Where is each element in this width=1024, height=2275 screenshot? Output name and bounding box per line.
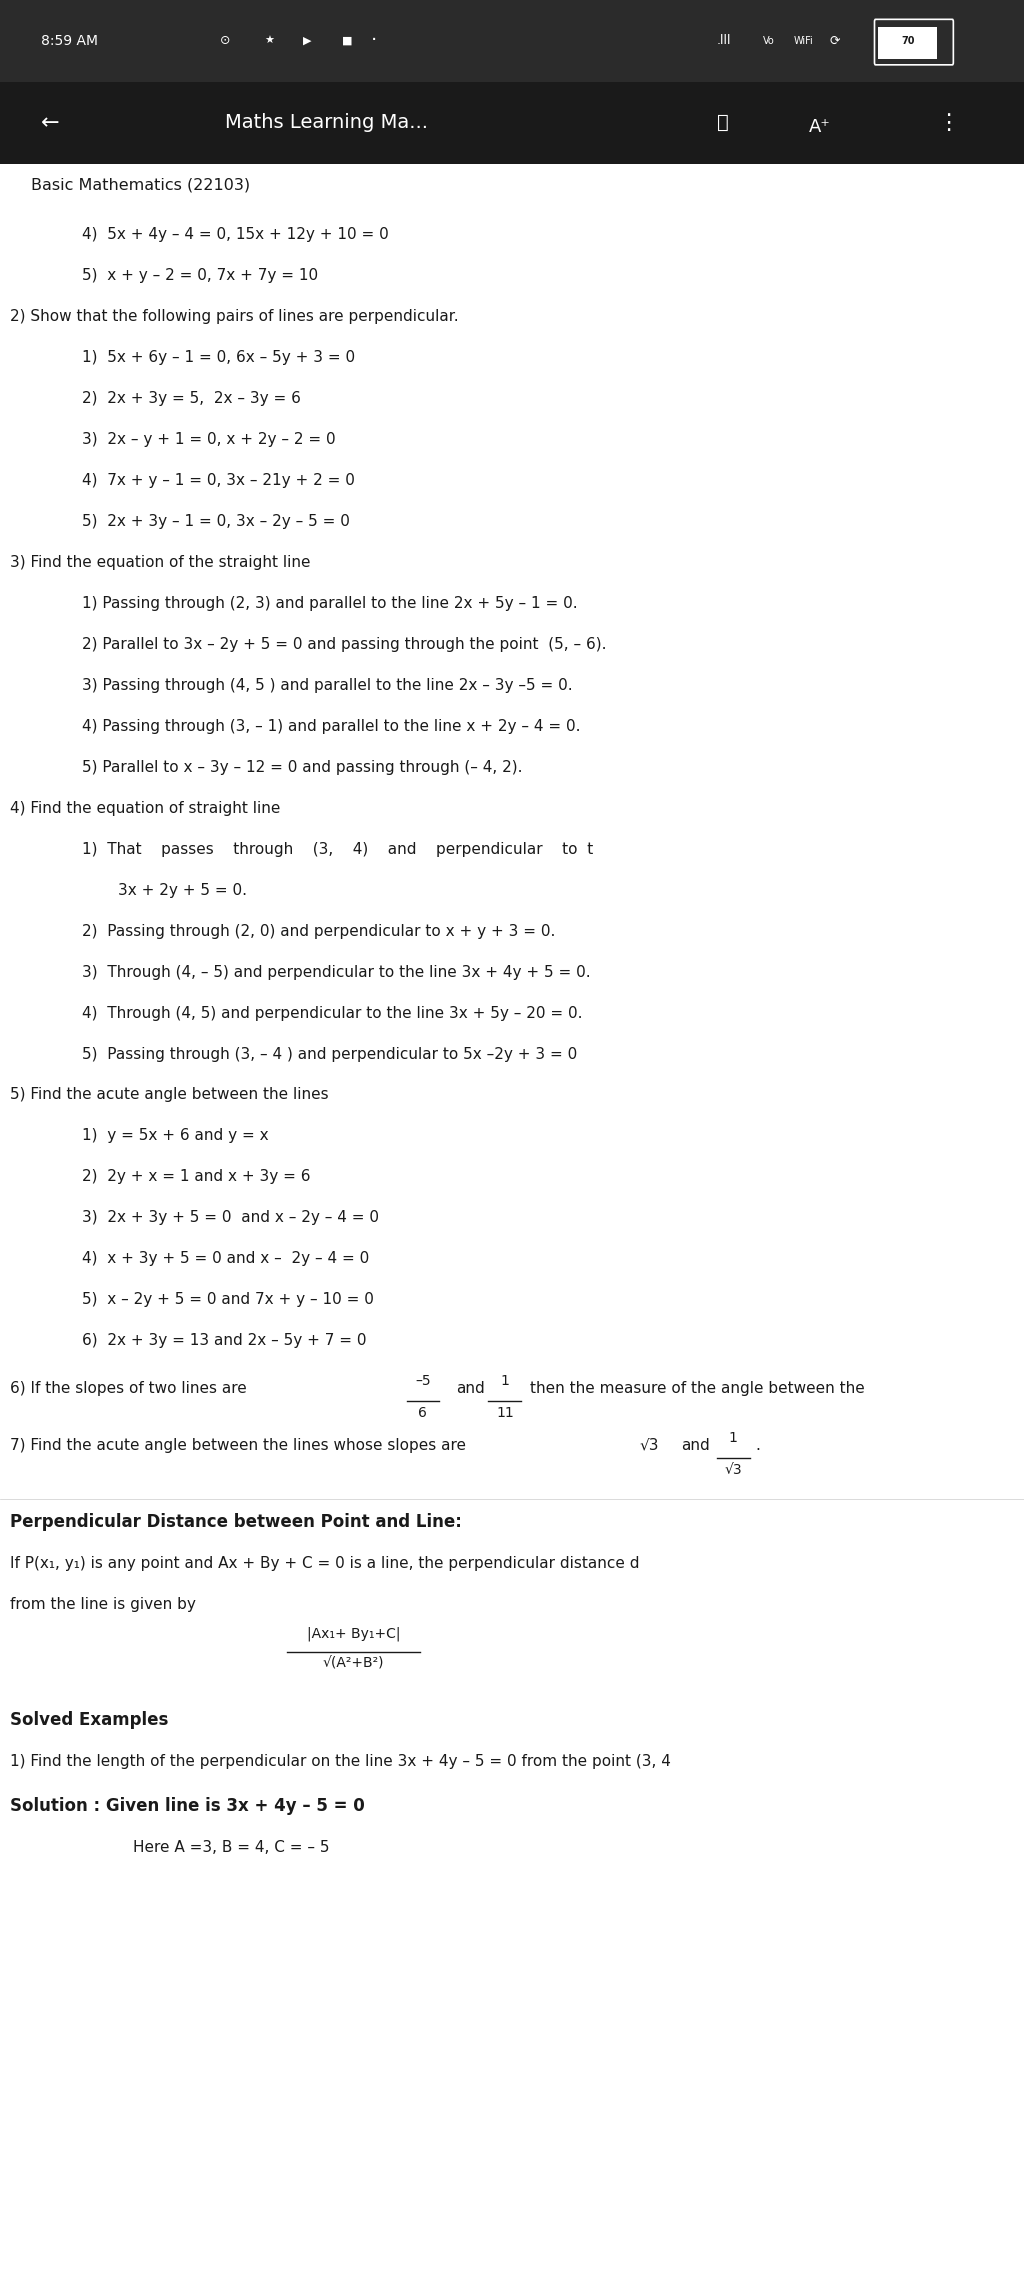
Text: ←: ← — [41, 114, 59, 132]
Text: √(A²+B²): √(A²+B²) — [323, 1656, 384, 1670]
Text: 11: 11 — [496, 1406, 514, 1420]
Text: WiFi: WiFi — [794, 36, 813, 46]
Text: √3: √3 — [640, 1438, 659, 1454]
Text: 4) Passing through (3, – 1) and parallel to the line x + 2y – 4 = 0.: 4) Passing through (3, – 1) and parallel… — [82, 719, 581, 735]
Text: 4)  Through (4, 5) and perpendicular to the line 3x + 5y – 20 = 0.: 4) Through (4, 5) and perpendicular to t… — [82, 1006, 583, 1021]
Text: 3) Find the equation of the straight line: 3) Find the equation of the straight lin… — [10, 555, 310, 571]
Text: .lll: .lll — [717, 34, 731, 48]
Text: 6) If the slopes of two lines are: 6) If the slopes of two lines are — [10, 1381, 247, 1397]
Text: 6: 6 — [419, 1406, 427, 1420]
Text: 1)  y = 5x + 6 and y = x: 1) y = 5x + 6 and y = x — [82, 1128, 268, 1144]
Text: 8:59 AM: 8:59 AM — [41, 34, 98, 48]
Text: .: . — [756, 1438, 761, 1454]
Text: 4)  5x + 4y – 4 = 0, 15x + 12y + 10 = 0: 4) 5x + 4y – 4 = 0, 15x + 12y + 10 = 0 — [82, 228, 389, 243]
Text: then the measure of the angle between the: then the measure of the angle between th… — [530, 1381, 865, 1397]
Text: and: and — [456, 1381, 484, 1397]
Text: 1) Find the length of the perpendicular on the line 3x + 4y – 5 = 0 from the poi: 1) Find the length of the perpendicular … — [10, 1754, 671, 1770]
Text: 5) Parallel to x – 3y – 12 = 0 and passing through (– 4, 2).: 5) Parallel to x – 3y – 12 = 0 and passi… — [82, 760, 522, 776]
Text: 1: 1 — [501, 1374, 509, 1388]
Text: A⁺: A⁺ — [809, 118, 830, 136]
Text: and: and — [681, 1438, 710, 1454]
Text: ▶: ▶ — [303, 36, 311, 46]
Text: 2)  Passing through (2, 0) and perpendicular to x + y + 3 = 0.: 2) Passing through (2, 0) and perpendicu… — [82, 924, 555, 940]
Bar — [0, 82, 1024, 164]
Text: 1) Passing through (2, 3) and parallel to the line 2x + 5y – 1 = 0.: 1) Passing through (2, 3) and parallel t… — [82, 596, 578, 612]
Text: Basic Mathematics (22103): Basic Mathematics (22103) — [31, 177, 250, 193]
Text: Solved Examples: Solved Examples — [10, 1711, 169, 1729]
Text: –5: –5 — [415, 1374, 431, 1388]
Text: 5)  x – 2y + 5 = 0 and 7x + y – 10 = 0: 5) x – 2y + 5 = 0 and 7x + y – 10 = 0 — [82, 1292, 374, 1308]
Text: 2) Parallel to 3x – 2y + 5 = 0 and passing through the point  (5, – 6).: 2) Parallel to 3x – 2y + 5 = 0 and passi… — [82, 637, 606, 653]
Text: 2)  2y + x = 1 and x + 3y = 6: 2) 2y + x = 1 and x + 3y = 6 — [82, 1169, 310, 1185]
Text: 7) Find the acute angle between the lines whose slopes are: 7) Find the acute angle between the line… — [10, 1438, 466, 1454]
Text: ⊙: ⊙ — [220, 34, 230, 48]
Text: 3)  2x – y + 1 = 0, x + 2y – 2 = 0: 3) 2x – y + 1 = 0, x + 2y – 2 = 0 — [82, 432, 336, 448]
Text: 2)  2x + 3y = 5,  2x – 3y = 6: 2) 2x + 3y = 5, 2x – 3y = 6 — [82, 391, 301, 407]
Text: If P(x₁, y₁) is any point and Ax + By + C = 0 is a line, the perpendicular dista: If P(x₁, y₁) is any point and Ax + By + … — [10, 1556, 640, 1572]
Text: |Ax₁+ By₁+C|: |Ax₁+ By₁+C| — [306, 1627, 400, 1640]
Text: 4)  x + 3y + 5 = 0 and x –  2y – 4 = 0: 4) x + 3y + 5 = 0 and x – 2y – 4 = 0 — [82, 1251, 370, 1267]
Text: 2) Show that the following pairs of lines are perpendicular.: 2) Show that the following pairs of line… — [10, 309, 459, 325]
Text: ★: ★ — [264, 36, 274, 46]
Text: 5)  x + y – 2 = 0, 7x + 7y = 10: 5) x + y – 2 = 0, 7x + 7y = 10 — [82, 268, 318, 284]
Text: Perpendicular Distance between Point and Line:: Perpendicular Distance between Point and… — [10, 1513, 462, 1531]
Text: ·: · — [371, 32, 377, 50]
Text: ⋮: ⋮ — [937, 114, 959, 132]
Text: ⟳: ⟳ — [829, 34, 840, 48]
Text: 1)  That    passes    through    (3,    4)    and    perpendicular    to  t: 1) That passes through (3, 4) and perpen… — [82, 842, 593, 858]
Text: ⎕: ⎕ — [717, 114, 728, 132]
Text: 5)  2x + 3y – 1 = 0, 3x – 2y – 5 = 0: 5) 2x + 3y – 1 = 0, 3x – 2y – 5 = 0 — [82, 514, 350, 530]
Text: √3: √3 — [724, 1463, 742, 1476]
Text: ■: ■ — [342, 36, 352, 46]
Text: from the line is given by: from the line is given by — [10, 1597, 197, 1613]
Text: 70: 70 — [901, 36, 914, 46]
Bar — [0, 0, 1024, 82]
Text: 3) Passing through (4, 5 ) and parallel to the line 2x – 3y –5 = 0.: 3) Passing through (4, 5 ) and parallel … — [82, 678, 572, 694]
Text: Vo: Vo — [763, 36, 774, 46]
Text: Solution : Given line is 3x + 4y – 5 = 0: Solution : Given line is 3x + 4y – 5 = 0 — [10, 1797, 365, 1815]
Text: 1)  5x + 6y – 1 = 0, 6x – 5y + 3 = 0: 1) 5x + 6y – 1 = 0, 6x – 5y + 3 = 0 — [82, 350, 355, 366]
Text: 1: 1 — [729, 1431, 737, 1445]
Text: Maths Learning Ma...: Maths Learning Ma... — [225, 114, 428, 132]
Text: Here A =3, B = 4, C = – 5: Here A =3, B = 4, C = – 5 — [133, 1840, 330, 1856]
Text: 5)  Passing through (3, – 4 ) and perpendicular to 5x –2y + 3 = 0: 5) Passing through (3, – 4 ) and perpend… — [82, 1046, 578, 1062]
Text: 4) Find the equation of straight line: 4) Find the equation of straight line — [10, 801, 281, 817]
Text: 3)  2x + 3y + 5 = 0  and x – 2y – 4 = 0: 3) 2x + 3y + 5 = 0 and x – 2y – 4 = 0 — [82, 1210, 379, 1226]
Text: 3x + 2y + 5 = 0.: 3x + 2y + 5 = 0. — [118, 883, 247, 899]
Bar — [878, 27, 937, 59]
Text: 4)  7x + y – 1 = 0, 3x – 21y + 2 = 0: 4) 7x + y – 1 = 0, 3x – 21y + 2 = 0 — [82, 473, 354, 489]
Text: 6)  2x + 3y = 13 and 2x – 5y + 7 = 0: 6) 2x + 3y = 13 and 2x – 5y + 7 = 0 — [82, 1333, 367, 1349]
Text: 5) Find the acute angle between the lines: 5) Find the acute angle between the line… — [10, 1087, 329, 1103]
Text: 3)  Through (4, – 5) and perpendicular to the line 3x + 4y + 5 = 0.: 3) Through (4, – 5) and perpendicular to… — [82, 965, 591, 981]
